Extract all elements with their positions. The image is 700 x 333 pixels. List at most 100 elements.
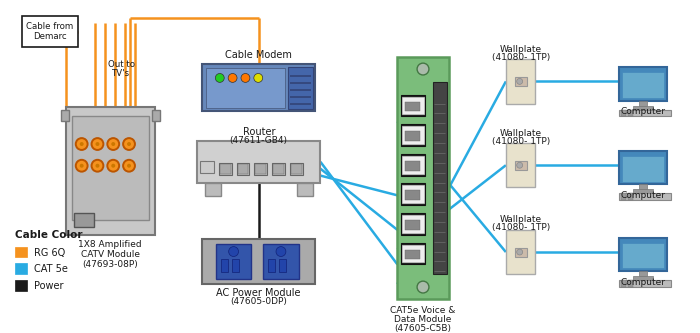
Circle shape bbox=[216, 74, 224, 82]
FancyBboxPatch shape bbox=[232, 259, 239, 272]
FancyBboxPatch shape bbox=[279, 259, 286, 272]
FancyBboxPatch shape bbox=[506, 59, 536, 104]
FancyBboxPatch shape bbox=[622, 110, 626, 117]
Circle shape bbox=[77, 139, 87, 149]
FancyBboxPatch shape bbox=[202, 239, 316, 284]
Circle shape bbox=[517, 249, 523, 255]
Circle shape bbox=[229, 247, 239, 256]
Circle shape bbox=[124, 139, 134, 149]
FancyBboxPatch shape bbox=[197, 141, 321, 182]
FancyBboxPatch shape bbox=[402, 215, 424, 233]
FancyBboxPatch shape bbox=[205, 182, 220, 196]
FancyBboxPatch shape bbox=[620, 67, 666, 101]
Text: (41080- 1TP): (41080- 1TP) bbox=[491, 223, 550, 232]
FancyBboxPatch shape bbox=[405, 190, 420, 200]
Text: RG 6Q: RG 6Q bbox=[34, 247, 66, 257]
Text: Computer: Computer bbox=[620, 107, 666, 116]
Circle shape bbox=[92, 139, 102, 149]
FancyBboxPatch shape bbox=[401, 95, 425, 117]
Text: Cable from: Cable from bbox=[27, 22, 74, 31]
FancyBboxPatch shape bbox=[219, 163, 232, 174]
Text: AC Power Module: AC Power Module bbox=[216, 288, 301, 298]
FancyBboxPatch shape bbox=[297, 182, 312, 196]
FancyBboxPatch shape bbox=[15, 280, 27, 291]
Text: Cable Color: Cable Color bbox=[15, 230, 82, 240]
Circle shape bbox=[80, 164, 83, 168]
Text: Computer: Computer bbox=[620, 278, 666, 287]
FancyBboxPatch shape bbox=[628, 193, 633, 200]
Text: Cable Modem: Cable Modem bbox=[225, 50, 292, 60]
FancyBboxPatch shape bbox=[66, 107, 155, 235]
FancyBboxPatch shape bbox=[74, 213, 94, 227]
Circle shape bbox=[517, 79, 523, 84]
FancyBboxPatch shape bbox=[633, 106, 653, 110]
FancyBboxPatch shape bbox=[620, 238, 666, 271]
FancyBboxPatch shape bbox=[401, 243, 425, 264]
Text: Power: Power bbox=[34, 281, 64, 291]
FancyBboxPatch shape bbox=[402, 156, 424, 173]
Circle shape bbox=[95, 142, 99, 146]
FancyBboxPatch shape bbox=[237, 164, 248, 173]
FancyBboxPatch shape bbox=[405, 131, 420, 141]
FancyBboxPatch shape bbox=[622, 72, 664, 98]
FancyBboxPatch shape bbox=[639, 184, 647, 189]
Circle shape bbox=[90, 137, 104, 151]
FancyBboxPatch shape bbox=[402, 126, 424, 144]
FancyBboxPatch shape bbox=[514, 78, 526, 86]
FancyBboxPatch shape bbox=[622, 156, 664, 181]
FancyBboxPatch shape bbox=[402, 185, 424, 203]
FancyBboxPatch shape bbox=[633, 276, 653, 280]
Circle shape bbox=[417, 63, 429, 75]
FancyBboxPatch shape bbox=[405, 249, 420, 259]
FancyBboxPatch shape bbox=[398, 57, 449, 299]
Text: (47611-GB4): (47611-GB4) bbox=[230, 136, 288, 145]
FancyBboxPatch shape bbox=[506, 143, 536, 187]
Circle shape bbox=[417, 281, 429, 293]
Circle shape bbox=[111, 142, 116, 146]
Text: Data Module: Data Module bbox=[394, 315, 452, 324]
FancyBboxPatch shape bbox=[405, 220, 420, 230]
Text: (47605-0DP): (47605-0DP) bbox=[230, 297, 287, 306]
FancyBboxPatch shape bbox=[72, 117, 149, 220]
FancyBboxPatch shape bbox=[433, 82, 447, 274]
FancyBboxPatch shape bbox=[620, 280, 671, 287]
Text: (41080- 1TP): (41080- 1TP) bbox=[491, 53, 550, 62]
FancyBboxPatch shape bbox=[290, 164, 302, 173]
FancyBboxPatch shape bbox=[622, 193, 626, 200]
FancyBboxPatch shape bbox=[401, 154, 425, 175]
FancyBboxPatch shape bbox=[202, 64, 316, 112]
FancyBboxPatch shape bbox=[639, 271, 647, 276]
Circle shape bbox=[80, 142, 83, 146]
FancyBboxPatch shape bbox=[622, 280, 626, 287]
FancyBboxPatch shape bbox=[152, 110, 160, 121]
FancyBboxPatch shape bbox=[220, 259, 228, 272]
FancyBboxPatch shape bbox=[268, 259, 275, 272]
FancyBboxPatch shape bbox=[216, 244, 251, 279]
FancyBboxPatch shape bbox=[402, 97, 424, 115]
FancyBboxPatch shape bbox=[15, 263, 27, 274]
Text: CATV Module: CATV Module bbox=[80, 250, 140, 259]
Circle shape bbox=[241, 74, 250, 82]
Text: TV's: TV's bbox=[112, 70, 130, 79]
Text: Demarc: Demarc bbox=[34, 32, 67, 41]
Circle shape bbox=[108, 161, 118, 170]
Text: Wallplate: Wallplate bbox=[500, 129, 542, 138]
FancyBboxPatch shape bbox=[272, 163, 285, 174]
FancyBboxPatch shape bbox=[405, 102, 420, 112]
Circle shape bbox=[122, 159, 136, 172]
FancyBboxPatch shape bbox=[273, 164, 284, 173]
FancyBboxPatch shape bbox=[15, 247, 27, 257]
FancyBboxPatch shape bbox=[633, 189, 653, 193]
Text: Wallplate: Wallplate bbox=[500, 45, 542, 54]
Circle shape bbox=[122, 137, 136, 151]
Text: Wallplate: Wallplate bbox=[500, 215, 542, 224]
FancyBboxPatch shape bbox=[401, 213, 425, 235]
FancyBboxPatch shape bbox=[61, 110, 69, 121]
Circle shape bbox=[106, 137, 120, 151]
FancyBboxPatch shape bbox=[22, 16, 78, 47]
Text: Computer: Computer bbox=[620, 191, 666, 200]
Text: 1X8 Amplified: 1X8 Amplified bbox=[78, 240, 142, 249]
FancyBboxPatch shape bbox=[506, 230, 536, 274]
FancyBboxPatch shape bbox=[288, 67, 312, 109]
FancyBboxPatch shape bbox=[290, 163, 302, 174]
